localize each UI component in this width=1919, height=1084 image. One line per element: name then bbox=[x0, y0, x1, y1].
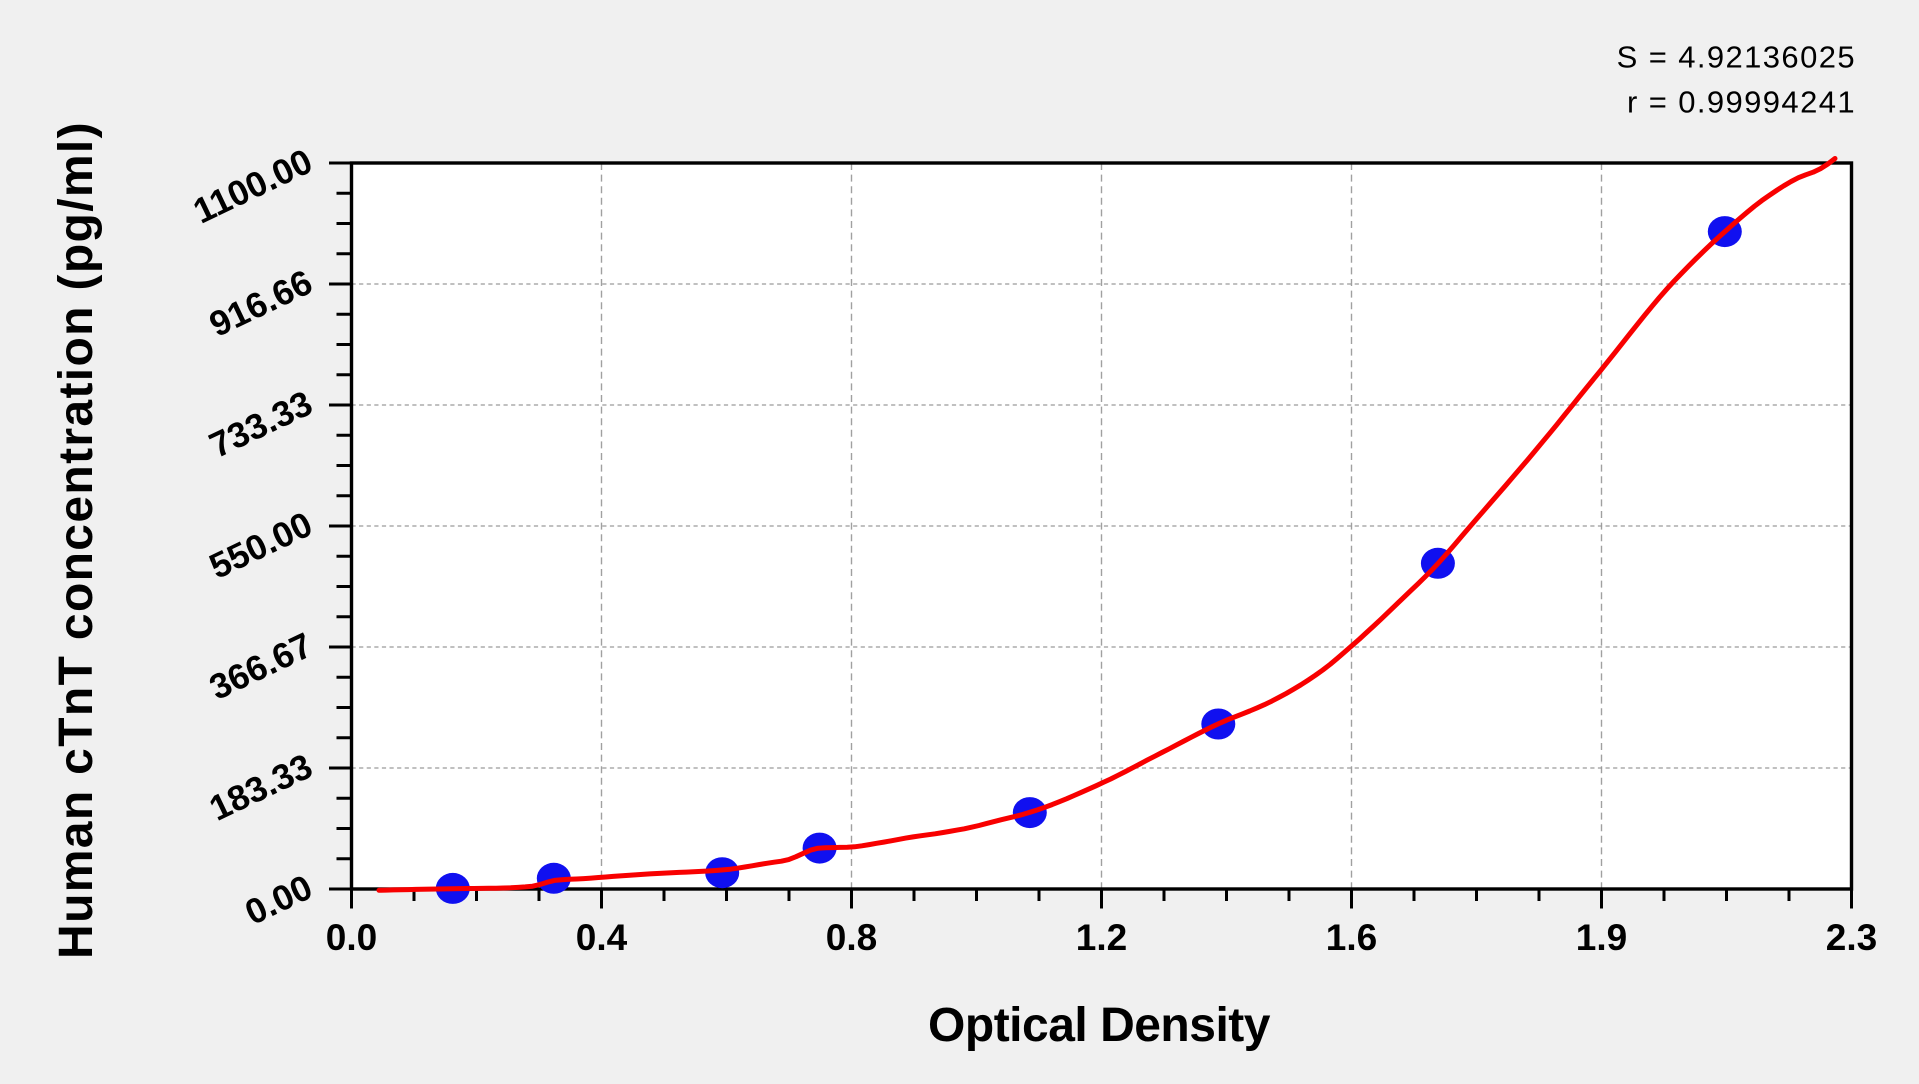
svg-text:S = 4.92136025: S = 4.92136025 bbox=[1617, 40, 1856, 75]
svg-text:0.0: 0.0 bbox=[326, 917, 377, 958]
svg-text:r = 0.99994241: r = 0.99994241 bbox=[1627, 85, 1856, 120]
svg-text:2.3: 2.3 bbox=[1826, 917, 1877, 958]
svg-text:1.6: 1.6 bbox=[1326, 917, 1377, 958]
svg-text:Human cTnT concentration (pg/m: Human cTnT concentration (pg/ml) bbox=[50, 121, 103, 959]
svg-text:1.9: 1.9 bbox=[1576, 917, 1627, 958]
svg-text:0.8: 0.8 bbox=[826, 917, 877, 958]
svg-text:Optical Density: Optical Density bbox=[928, 999, 1271, 1052]
svg-text:0.4: 0.4 bbox=[576, 917, 628, 958]
svg-text:1.2: 1.2 bbox=[1076, 917, 1127, 958]
